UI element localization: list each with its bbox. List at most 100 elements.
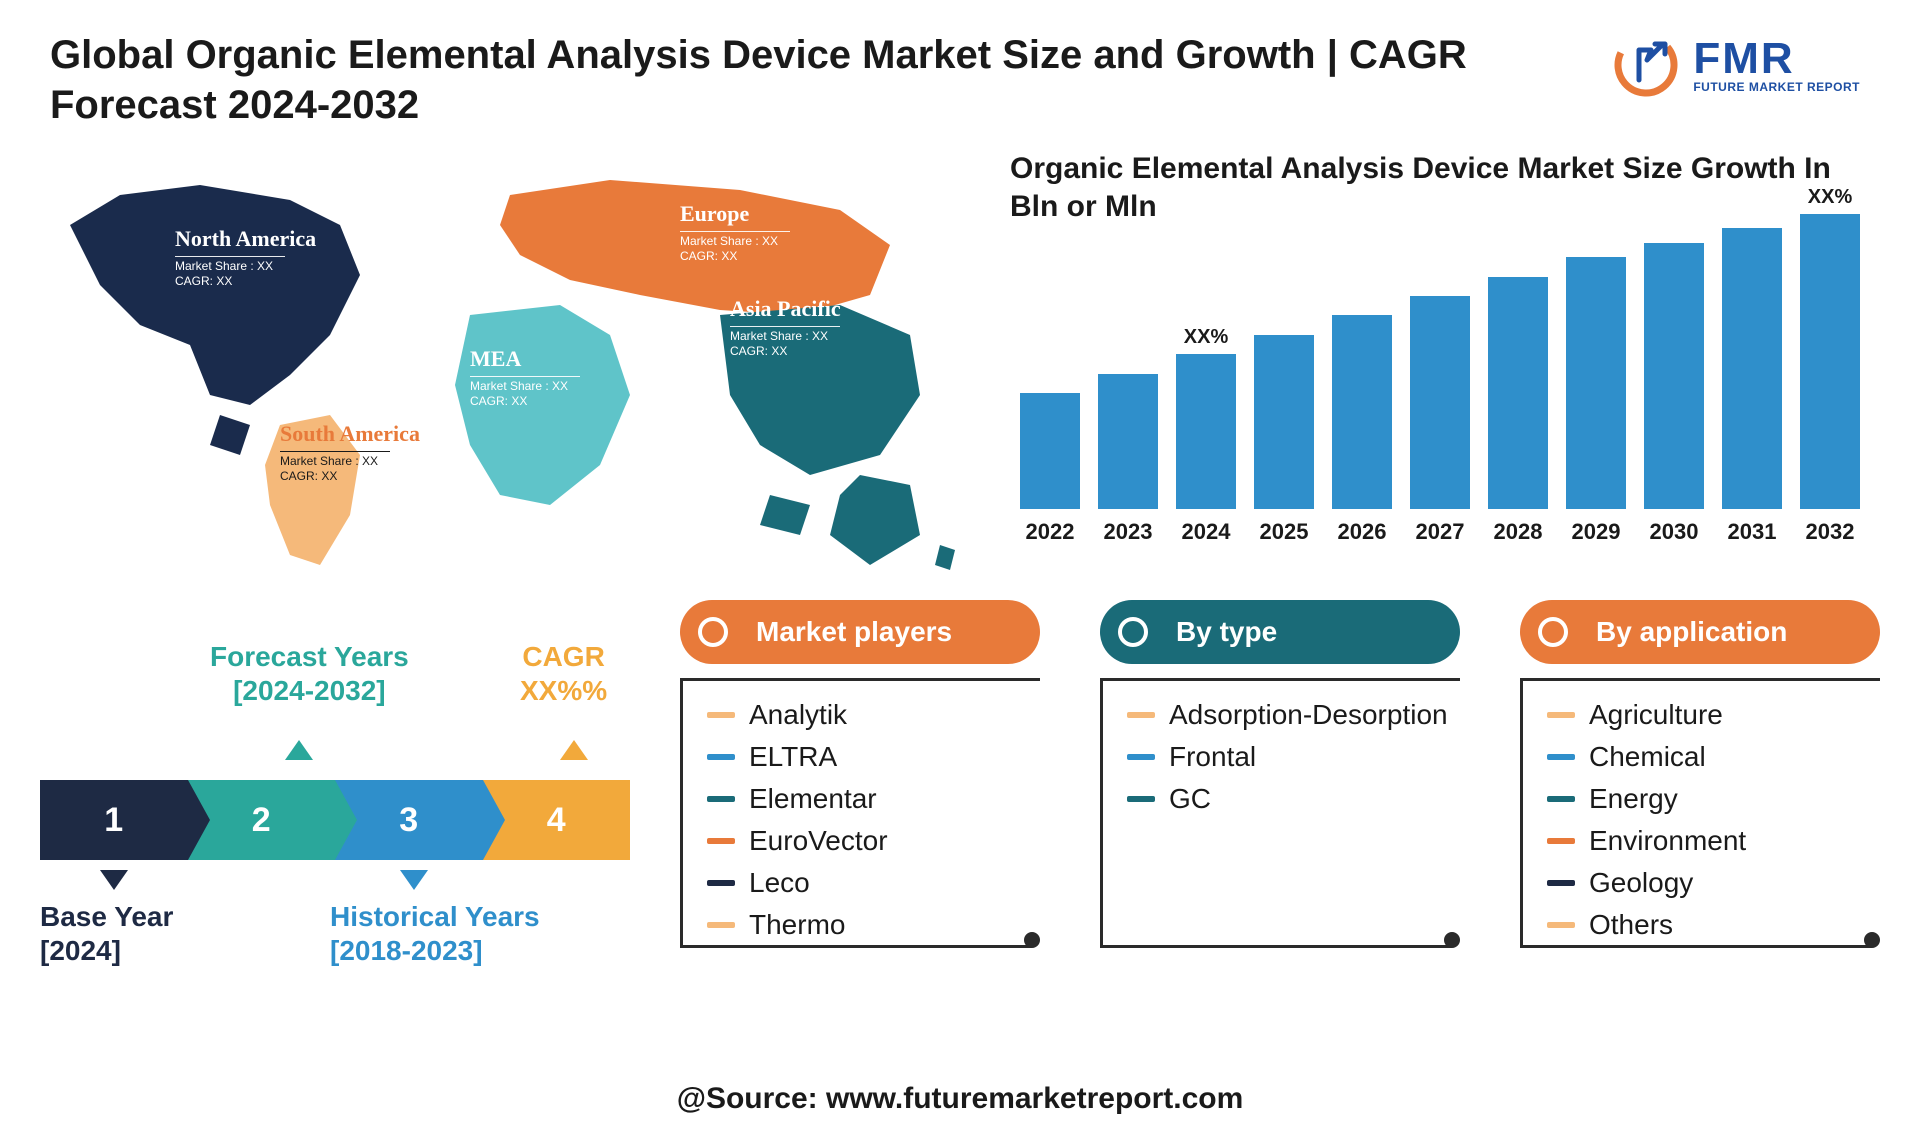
bar-label-2030: 2030 [1650,519,1699,545]
list-item-text: GC [1169,783,1211,815]
list-item-text: Environment [1589,825,1746,857]
timeline-seg-1: 1 [40,780,188,860]
pill-header: Market players [680,600,1040,664]
dash-icon [1547,838,1575,844]
chart-title: Organic Elemental Analysis Device Market… [1010,150,1870,225]
list-item: Adsorption-Desorption [1127,699,1460,731]
fmr-logo: FMR FUTURE MARKET REPORT [1611,30,1860,100]
dash-icon [707,922,735,928]
map-region-nz [935,545,955,570]
list-item-text: Agriculture [1589,699,1723,731]
bar-col-2026: 2026 [1332,315,1392,545]
list-item: Frontal [1127,741,1460,773]
bar-col-2023: 2023 [1098,374,1158,545]
bar-label-2031: 2031 [1728,519,1777,545]
list-item-text: Others [1589,909,1673,941]
dash-icon [1127,712,1155,718]
list-item: GC [1127,783,1460,815]
list-frame: Analytik ELTRA Elementar EuroVector Leco… [680,678,1040,948]
list-item-text: EuroVector [749,825,888,857]
bar-label-2025: 2025 [1260,519,1309,545]
bar-label-2028: 2028 [1494,519,1543,545]
source-line: @Source: www.futuremarketreport.com [0,1082,1920,1116]
arrow-up-cagr [560,740,588,760]
bar-2031 [1722,228,1782,509]
page-title: Global Organic Elemental Analysis Device… [50,30,1550,130]
bar-2026 [1332,315,1392,509]
logo-icon [1611,30,1681,100]
list-item: Environment [1547,825,1880,857]
list-item: Energy [1547,783,1880,815]
bar-label-2026: 2026 [1338,519,1387,545]
cagr-label: CAGRXX%% [520,640,607,707]
dash-icon [1547,712,1575,718]
bar-col-2027: 2027 [1410,296,1470,545]
pill-dot-icon [1118,617,1148,647]
list-item: Analytik [707,699,1040,731]
pill-title: Market players [756,616,952,648]
bar-annot-first: XX% [1184,326,1228,349]
list-item-text: Analytik [749,699,847,731]
list-item-text: Chemical [1589,741,1706,773]
bar-2025 [1254,335,1314,509]
list-item: Thermo [707,909,1040,941]
region-label-na: North America Market Share : XX CAGR: XX [175,225,316,290]
dash-icon [1547,922,1575,928]
region-label-sa: South America Market Share : XX CAGR: XX [280,420,420,485]
dash-icon [707,754,735,760]
bar-col-2025: 2025 [1254,335,1314,545]
arrow-down-base [100,870,128,890]
list-frame: Adsorption-Desorption Frontal GC [1100,678,1460,948]
bar-label-2023: 2023 [1104,519,1153,545]
bar-2029 [1566,257,1626,509]
bar-col-2028: 2028 [1488,277,1548,545]
bar-2022 [1020,393,1080,509]
list-item: ELTRA [707,741,1040,773]
logo-text-main: FMR [1693,37,1860,81]
bar-col-2030: 2030 [1644,243,1704,545]
forecast-label: Forecast Years[2024-2032] [210,640,409,707]
bar-col-2022: 2022 [1020,393,1080,545]
dash-icon [707,880,735,886]
dash-icon [1547,754,1575,760]
bar-label-2029: 2029 [1572,519,1621,545]
timeline: Forecast Years[2024-2032] CAGRXX%% 1234 … [40,640,650,1000]
pill-column-2: By application Agriculture Chemical Ener… [1520,600,1880,948]
growth-bar-chart: Organic Elemental Analysis Device Market… [1010,150,1870,590]
region-label-mea: MEA Market Share : XX CAGR: XX [470,345,580,410]
dash-icon [1127,796,1155,802]
bar-2027 [1410,296,1470,509]
list-item: Geology [1547,867,1880,899]
pill-column-0: Market players Analytik ELTRA Elementar … [680,600,1040,948]
bar-label-2032: 2032 [1806,519,1855,545]
bar-2032: XX% [1800,214,1860,509]
bar-2028 [1488,277,1548,509]
base-year-label: Base Year[2024] [40,900,173,967]
pill-header: By type [1100,600,1460,664]
timeline-seg-3: 3 [335,780,483,860]
bar-2024: XX% [1176,354,1236,509]
region-label-ap: Asia Pacific Market Share : XX CAGR: XX [730,295,841,360]
pill-column-1: By type Adsorption-Desorption Frontal GC [1100,600,1460,948]
list-item-text: Elementar [749,783,877,815]
list-item: Others [1547,909,1880,941]
bar-col-2031: 2031 [1722,228,1782,545]
pill-title: By application [1596,616,1787,648]
pill-title: By type [1176,616,1277,648]
arrow-down-hist [400,870,428,890]
bar-label-2024: 2024 [1182,519,1231,545]
historical-label: Historical Years[2018-2023] [330,900,540,967]
region-label-eu: Europe Market Share : XX CAGR: XX [680,200,790,265]
timeline-seg-4: 4 [483,780,631,860]
pill-header: By application [1520,600,1880,664]
arrow-up-forecast [285,740,313,760]
list-item: Leco [707,867,1040,899]
list-item: Chemical [1547,741,1880,773]
bar-label-2022: 2022 [1026,519,1075,545]
logo-text-sub: FUTURE MARKET REPORT [1693,81,1860,93]
bar-2023 [1098,374,1158,509]
list-item-text: Thermo [749,909,845,941]
pill-dot-icon [698,617,728,647]
list-item-text: Frontal [1169,741,1256,773]
bar-col-2024: XX% 2024 [1176,354,1236,545]
